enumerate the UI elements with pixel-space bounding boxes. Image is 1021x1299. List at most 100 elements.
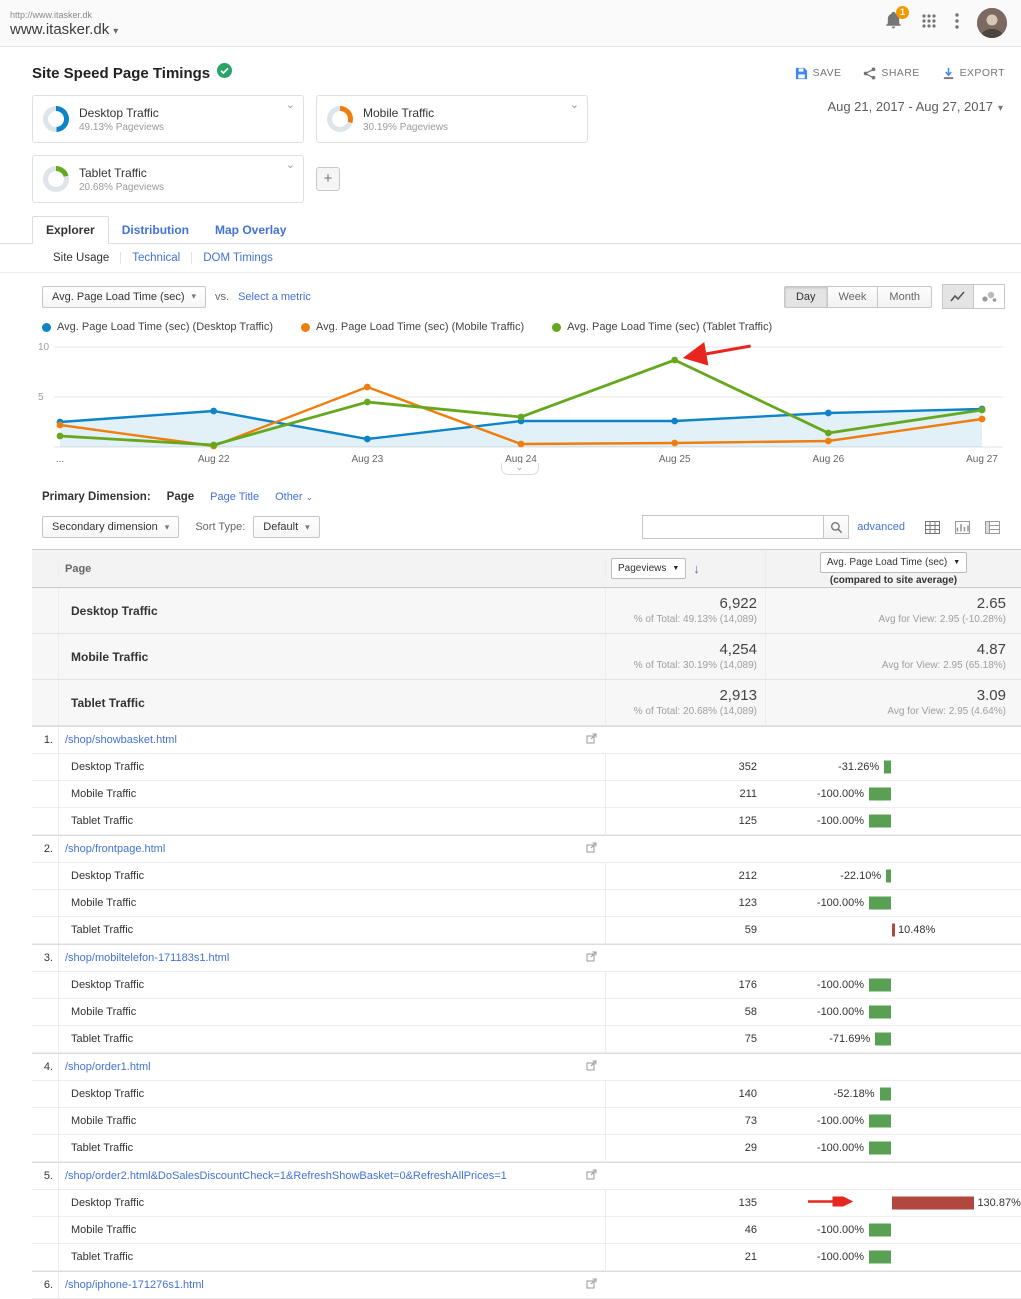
export-button[interactable]: EXPORT [942,67,1005,80]
legend-item[interactable]: Avg. Page Load Time (sec) (Desktop Traff… [42,321,273,333]
summary-row: Tablet Traffic 2,913 % of Total: 20.68% (1… [32,680,1021,726]
pageviews-total: 4,254 [719,641,757,658]
pageviews-total: 2,913 [719,687,757,704]
open-in-new-icon[interactable] [586,1169,597,1183]
chart-collapse-button[interactable]: ⌄ [500,463,539,475]
legend-item[interactable]: Avg. Page Load Time (sec) (Tablet Traffi… [552,321,772,333]
dimension-page[interactable]: Page [166,491,195,503]
segment-data-row: Mobile Traffic 73 -100.00% [32,1108,1021,1135]
page-link[interactable]: /shop/mobiltelefon-171183s1.html [65,952,230,964]
open-in-new-icon[interactable] [586,1060,597,1074]
report-tabs: Explorer Distribution Map Overlay [0,213,1021,244]
open-in-new-icon[interactable] [586,951,597,965]
segment-data-row: Mobile Traffic 123 -100.00% [32,890,1021,917]
segment-label: Desktop Traffic [58,972,605,998]
segment-card-desktop[interactable]: Desktop Traffic 49.13% Pageviews ⌄ [32,95,304,143]
delta-value: -100.00% [816,897,864,909]
page-link[interactable]: /shop/order1.html [65,1061,151,1073]
primary-dimension-bar: Primary Dimension: Page Page Title Other… [0,477,1021,511]
sort-type-button[interactable]: Default ▾ [253,516,320,538]
search-button[interactable] [823,515,850,539]
delta-value: -100.00% [816,979,864,991]
segment-data-row: Desktop Traffic 140 -52.18% [32,1081,1021,1108]
subtab-technical[interactable]: Technical [120,252,191,264]
sort-descending-icon[interactable]: ↓ [693,561,700,576]
select-metric-link[interactable]: Select a metric [238,290,311,303]
secondary-dimension-button[interactable]: Secondary dimension ▾ [42,516,180,538]
svg-text:Aug 24: Aug 24 [505,454,537,465]
save-button[interactable]: SAVE [795,67,842,80]
data-table: Page Pageviews ▼ ↓ Avg. Page Load Time (… [32,549,1021,1299]
page-link[interactable]: /shop/iphone-171276s1.html [65,1279,204,1291]
tab-map-overlay[interactable]: Map Overlay [215,223,287,237]
page-link[interactable]: /shop/frontpage.html [65,843,166,855]
chevron-down-icon[interactable]: ⌄ [285,99,295,111]
delta-bar [886,869,891,883]
more-options-button[interactable] [955,12,959,34]
page-row: 3. /shop/mobiltelefon-171183s1.html [32,944,1021,972]
pivot-view-button[interactable] [979,516,1005,538]
open-in-new-icon[interactable] [586,1278,597,1292]
segment-donut-icon [43,166,69,192]
page-row: 5. /shop/order2.html&DoSalesDiscountCheck… [32,1162,1021,1190]
granularity-week[interactable]: Week [826,285,879,308]
segment-label: Tablet Traffic [58,808,605,834]
granularity-day[interactable]: Day [783,285,828,308]
property-selector[interactable]: www.itasker.dk ▾ [10,21,118,38]
open-in-new-icon[interactable] [586,842,597,856]
summary-label: Desktop Traffic [58,588,605,633]
table-search-input[interactable] [642,515,824,539]
page-link[interactable]: /shop/order2.html&DoSalesDiscountCheck=1… [65,1170,507,1182]
subtab-site-usage[interactable]: Site Usage [53,252,110,264]
add-segment-button[interactable]: + [316,167,340,191]
chevron-down-icon[interactable]: ⌄ [569,99,579,111]
segment-card-tablet[interactable]: Tablet Traffic 20.68% Pageviews ⌄ [32,155,304,203]
pageviews-percent-of-total: % of Total: 49.13% (14,089) [633,614,757,625]
date-range-selector[interactable]: Aug 21, 2017 - Aug 27, 2017 ▾ [827,99,1003,114]
export-label: EXPORT [959,67,1005,79]
segment-label: Desktop Traffic [58,863,605,889]
table-view-button[interactable] [919,516,945,538]
subtab-dom-timings[interactable]: DOM Timings [191,252,284,264]
segment-card-mobile[interactable]: Mobile Traffic 30.19% Pageviews ⌄ [316,95,588,143]
metric-avg-for-view: Avg for View: 2.95 (65.18%) [881,660,1006,671]
pageviews-value: 58 [605,999,765,1025]
page-title: Site Speed Page Timings [32,64,211,82]
svg-text:Aug 25: Aug 25 [659,454,691,465]
legend-item[interactable]: Avg. Page Load Time (sec) (Mobile Traffi… [301,321,524,333]
segment-data-row: Mobile Traffic 46 -100.00% [32,1217,1021,1244]
kebab-menu-icon [955,12,959,29]
dimension-other[interactable]: Other ⌄ [275,491,313,503]
pageviews-column-label: Pageviews [618,563,667,574]
motion-chart-mode-button[interactable] [973,284,1005,309]
sort-type-label: Sort Type: [195,521,246,533]
metric-selector[interactable]: Avg. Page Load Time (sec) ▾ [42,285,207,308]
delta-bar [869,814,891,828]
sort-type-value: Default [263,521,299,533]
tab-explorer[interactable]: Explorer [32,216,109,244]
percentage-view-button[interactable] [949,516,975,538]
chevron-down-icon[interactable]: ⌄ [285,159,295,171]
delta-value: -31.26% [838,761,880,773]
page-link[interactable]: /shop/showbasket.html [65,734,177,746]
share-button[interactable]: SHARE [863,66,919,80]
line-chart-mode-button[interactable] [942,284,974,309]
granularity-month[interactable]: Month [877,285,932,308]
pageviews-column-selector[interactable]: Pageviews ▼ [611,558,687,579]
metric-column-selector[interactable]: Avg. Page Load Time (sec) ▼ [819,551,968,573]
apps-grid-button[interactable] [921,13,937,34]
tab-distribution[interactable]: Distribution [121,223,190,237]
timeseries-chart: 5 10... Aug 22 Aug 23 Aug 24 Aug 25 Aug 26 Aug … [38,342,1003,465]
avatar[interactable] [977,8,1007,38]
open-in-new-icon[interactable] [586,733,597,747]
advanced-filter-link[interactable]: advanced [857,521,905,533]
dimension-page-title[interactable]: Page Title [210,491,260,503]
segment-data-row: Tablet Traffic 59 10.48% [32,917,1021,944]
row-number: 3. [43,952,53,964]
segment-label: Tablet Traffic [58,1026,605,1052]
notifications-button[interactable]: 1 [884,6,909,35]
summary-label: Mobile Traffic [58,634,605,679]
column-header-page[interactable]: Page [58,562,605,575]
legend-dot-icon [301,322,311,332]
delta-value: -100.00% [816,788,864,800]
